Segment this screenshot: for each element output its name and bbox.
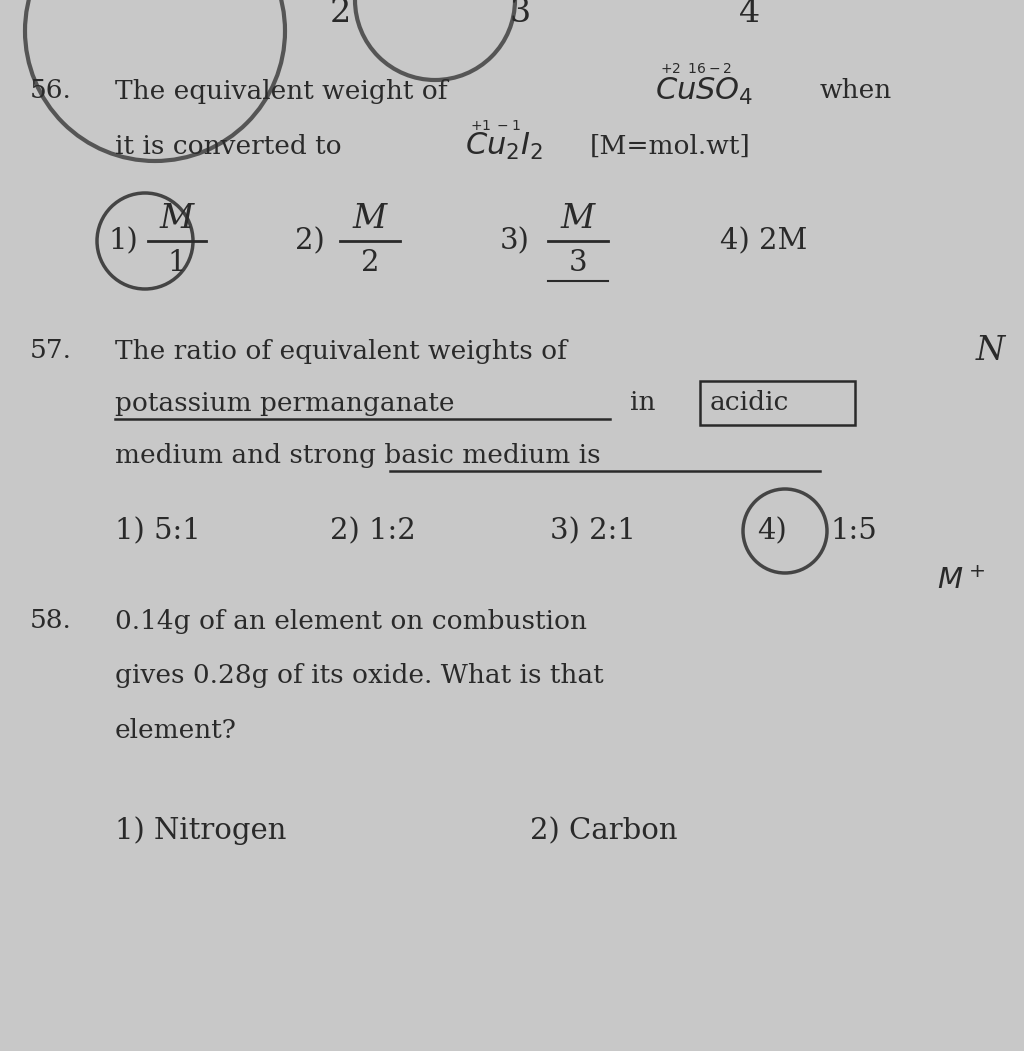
- Text: potassium permanganate: potassium permanganate: [115, 391, 455, 415]
- Text: gives 0.28g of its oxide. What is that: gives 0.28g of its oxide. What is that: [115, 663, 603, 688]
- Text: M: M: [353, 203, 387, 235]
- Text: 3: 3: [509, 0, 530, 29]
- Text: 1:5: 1:5: [830, 517, 877, 545]
- Text: 3) 2:1: 3) 2:1: [550, 517, 636, 545]
- Text: it is converted to: it is converted to: [115, 133, 342, 159]
- Text: 1): 1): [108, 227, 138, 255]
- Text: M: M: [561, 203, 595, 235]
- Text: 1) 5:1: 1) 5:1: [115, 517, 201, 545]
- Text: The ratio of equivalent weights of: The ratio of equivalent weights of: [115, 338, 567, 364]
- Text: 0.14g of an element on combustion: 0.14g of an element on combustion: [115, 609, 587, 634]
- Text: M: M: [160, 203, 195, 235]
- Text: N: N: [976, 335, 1005, 367]
- Text: medium and strong basic medium is: medium and strong basic medium is: [115, 442, 601, 468]
- Text: The equivalent weight of: The equivalent weight of: [115, 79, 447, 103]
- Text: when: when: [820, 79, 892, 103]
- Text: 1: 1: [168, 249, 186, 277]
- Text: 3: 3: [568, 249, 588, 277]
- Text: 4: 4: [739, 0, 761, 29]
- Text: 3): 3): [500, 227, 529, 255]
- Text: $CuSO_4$: $CuSO_4$: [655, 76, 754, 106]
- Bar: [700, 382, 855, 425]
- Text: $+2\;\;16-2$: $+2\;\;16-2$: [660, 62, 732, 76]
- Text: 1) Nitrogen: 1) Nitrogen: [115, 817, 287, 845]
- Text: $+1\;-1$: $+1\;-1$: [470, 119, 521, 133]
- Text: 2) 1:2: 2) 1:2: [330, 517, 416, 545]
- Text: 4) 2M: 4) 2M: [720, 227, 807, 255]
- Text: 2: 2: [360, 249, 379, 277]
- Text: 56.: 56.: [30, 79, 72, 103]
- Text: $M^+$: $M^+$: [937, 566, 985, 595]
- Text: 2): 2): [295, 227, 325, 255]
- Text: 2) Carbon: 2) Carbon: [530, 817, 678, 845]
- Text: acidic: acidic: [710, 391, 790, 415]
- Text: 4): 4): [757, 517, 786, 545]
- Text: 2: 2: [330, 0, 350, 29]
- Text: [M=mol.wt]: [M=mol.wt]: [590, 133, 751, 159]
- Text: 58.: 58.: [30, 609, 72, 634]
- Text: $Cu_2I_2$: $Cu_2I_2$: [465, 130, 543, 162]
- Text: element?: element?: [115, 719, 237, 743]
- Text: 57.: 57.: [30, 338, 72, 364]
- Text: in: in: [630, 391, 655, 415]
